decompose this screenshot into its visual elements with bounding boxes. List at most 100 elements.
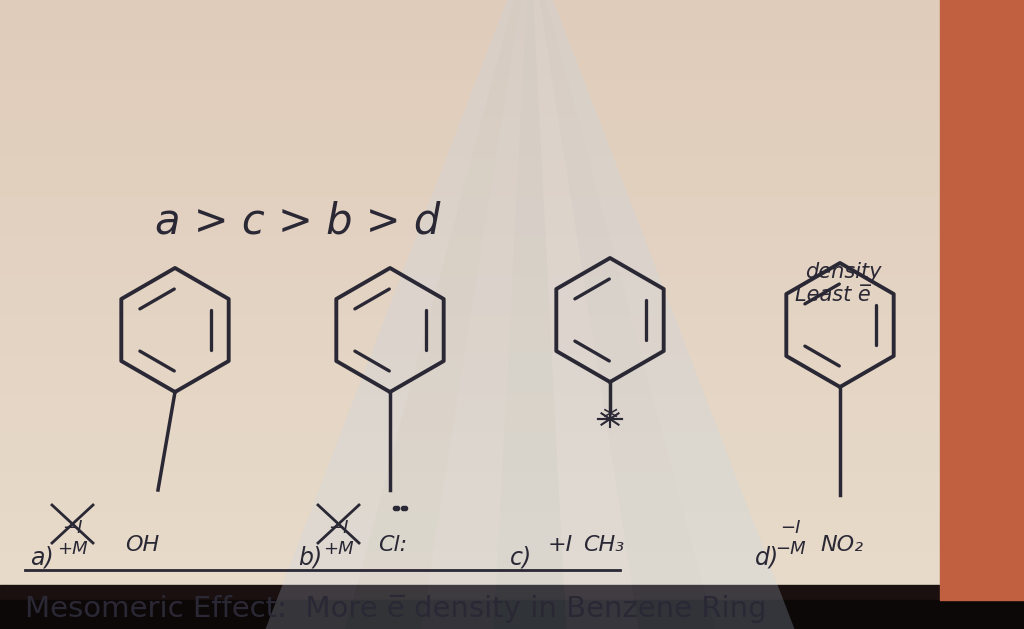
Bar [0,336,1024,337]
Bar [0,528,1024,529]
Bar [0,363,1024,364]
Bar [0,29,1024,30]
Bar [0,448,1024,449]
Bar [0,477,1024,478]
Text: Least e̅: Least e̅ [795,285,870,305]
Bar [0,136,1024,137]
Bar [0,127,1024,128]
Bar [0,578,1024,579]
Bar [0,23,1024,24]
Bar [0,619,1024,620]
Bar [0,272,1024,273]
Bar [0,13,1024,14]
Bar [0,319,1024,320]
Bar [0,485,1024,486]
Bar [0,244,1024,245]
Bar [0,292,1024,293]
Bar [0,513,1024,514]
Bar [0,371,1024,372]
Bar [0,355,1024,356]
Bar [0,626,1024,627]
Bar [0,327,1024,328]
Bar [0,69,1024,70]
Bar [0,67,1024,68]
Bar [0,416,1024,417]
Bar [0,158,1024,159]
Bar [0,588,1024,589]
Bar [0,210,1024,211]
Bar [0,57,1024,58]
Bar [0,529,1024,530]
Bar [0,267,1024,268]
Bar [0,134,1024,135]
Bar [0,211,1024,212]
Bar [0,396,1024,397]
Bar [0,523,1024,524]
Bar [0,81,1024,82]
Bar [0,605,1024,606]
Bar [0,442,1024,443]
Bar [0,625,1024,626]
Bar [0,22,1024,23]
Bar [0,385,1024,386]
Bar [0,304,1024,305]
Bar [0,44,1024,45]
Bar [0,382,1024,383]
Bar [0,570,1024,571]
Bar [0,487,1024,488]
Bar [0,273,1024,274]
Bar [0,408,1024,409]
Bar [0,576,1024,577]
Bar [0,436,1024,437]
Bar [0,505,1024,506]
Bar [0,159,1024,160]
Bar [0,522,1024,523]
Bar [0,454,1024,455]
Bar [0,85,1024,86]
Bar [0,131,1024,132]
Bar [0,440,1024,441]
Bar [0,31,1024,32]
Bar [0,75,1024,76]
Bar [0,498,1024,499]
Bar [0,152,1024,153]
Bar [0,177,1024,178]
Bar [0,274,1024,275]
Bar [0,472,1024,473]
Bar [0,515,1024,516]
Bar [0,535,1024,536]
Bar [0,567,1024,568]
Bar [0,387,1024,388]
Bar [0,195,1024,196]
Bar [0,114,1024,115]
Text: *: * [602,404,617,433]
Bar [0,77,1024,78]
Bar [0,222,1024,223]
Bar [0,76,1024,77]
Bar [0,502,1024,503]
Bar [0,486,1024,487]
Bar [0,82,1024,83]
Bar [0,260,1024,261]
Bar [0,122,1024,123]
Bar [0,561,1024,562]
Bar [0,386,1024,387]
Bar [0,593,1024,594]
Bar [0,553,1024,554]
Bar [0,149,1024,150]
Bar [0,460,1024,461]
Bar [0,403,1024,404]
Bar [0,455,1024,456]
Bar [0,435,1024,436]
Bar [0,79,1024,80]
Bar [0,334,1024,335]
Bar [0,71,1024,72]
Bar [0,441,1024,442]
Bar [0,282,1024,283]
Bar [0,346,1024,347]
Bar [0,217,1024,218]
Bar [0,351,1024,352]
Bar [0,546,1024,547]
Bar [0,350,1024,351]
Bar [0,123,1024,124]
